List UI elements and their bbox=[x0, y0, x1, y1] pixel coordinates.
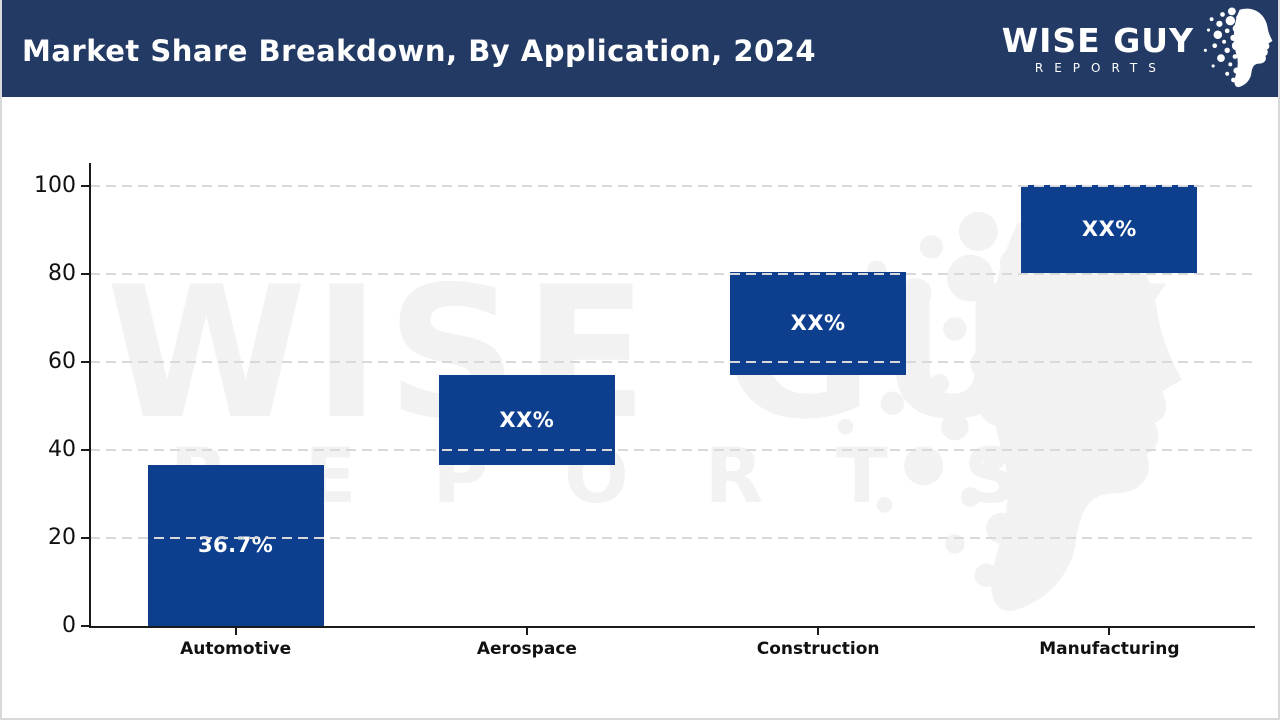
chart-title: Market Share Breakdown, By Application, … bbox=[22, 34, 817, 68]
y-axis-tick-label: 0 bbox=[62, 613, 76, 638]
y-tick-mark bbox=[81, 625, 90, 627]
y-axis-line bbox=[89, 163, 91, 628]
y-tick-mark bbox=[81, 185, 90, 187]
x-tick-mark bbox=[525, 628, 528, 635]
brand-logo: WISE GUY REPORTS bbox=[1002, 0, 1273, 97]
y-axis-tick-label: 20 bbox=[48, 525, 76, 550]
brand-logo-text: WISE GUY REPORTS bbox=[1002, 24, 1194, 75]
watermark-face-icon bbox=[837, 211, 1182, 611]
y-axis-tick-label: 40 bbox=[48, 437, 76, 462]
bar-value-label: XX% bbox=[790, 311, 846, 336]
x-axis-category-label: Manufacturing bbox=[1039, 639, 1180, 659]
bar-aerospace: XX% bbox=[438, 374, 615, 465]
gridline-100 bbox=[90, 185, 1255, 187]
y-tick-mark bbox=[81, 361, 90, 363]
y-axis-tick-label: 60 bbox=[48, 349, 76, 374]
x-tick-mark bbox=[817, 628, 820, 635]
bar-value-label: XX% bbox=[499, 407, 555, 432]
bar-automotive: 36.7% bbox=[147, 464, 324, 626]
gridline-20 bbox=[90, 537, 1255, 539]
y-tick-mark bbox=[81, 449, 90, 451]
y-axis-tick-label: 100 bbox=[34, 173, 76, 198]
gridline-40 bbox=[90, 449, 1255, 451]
gridline-60 bbox=[90, 361, 1255, 363]
brand-name: WISE GUY bbox=[1001, 21, 1194, 60]
x-tick-mark bbox=[234, 628, 237, 635]
x-axis-category-label: Aerospace bbox=[476, 639, 577, 659]
y-axis-tick-label: 80 bbox=[48, 261, 76, 286]
x-tick-mark bbox=[1108, 628, 1111, 635]
header-bar: Market Share Breakdown, By Application, … bbox=[2, 0, 1278, 97]
x-axis-category-label: Construction bbox=[756, 639, 880, 659]
logo-face-icon bbox=[1203, 7, 1273, 88]
bar-value-label: XX% bbox=[1081, 217, 1137, 242]
bar-construction: XX% bbox=[730, 272, 907, 375]
x-axis-line bbox=[89, 626, 1255, 628]
gridline-80 bbox=[90, 273, 1255, 275]
y-tick-mark bbox=[81, 537, 90, 539]
x-axis-category-label: Automotive bbox=[180, 639, 292, 659]
bar-manufacturing: XX% bbox=[1021, 185, 1198, 274]
y-tick-mark bbox=[81, 273, 90, 275]
brand-subname: REPORTS bbox=[1034, 61, 1167, 75]
